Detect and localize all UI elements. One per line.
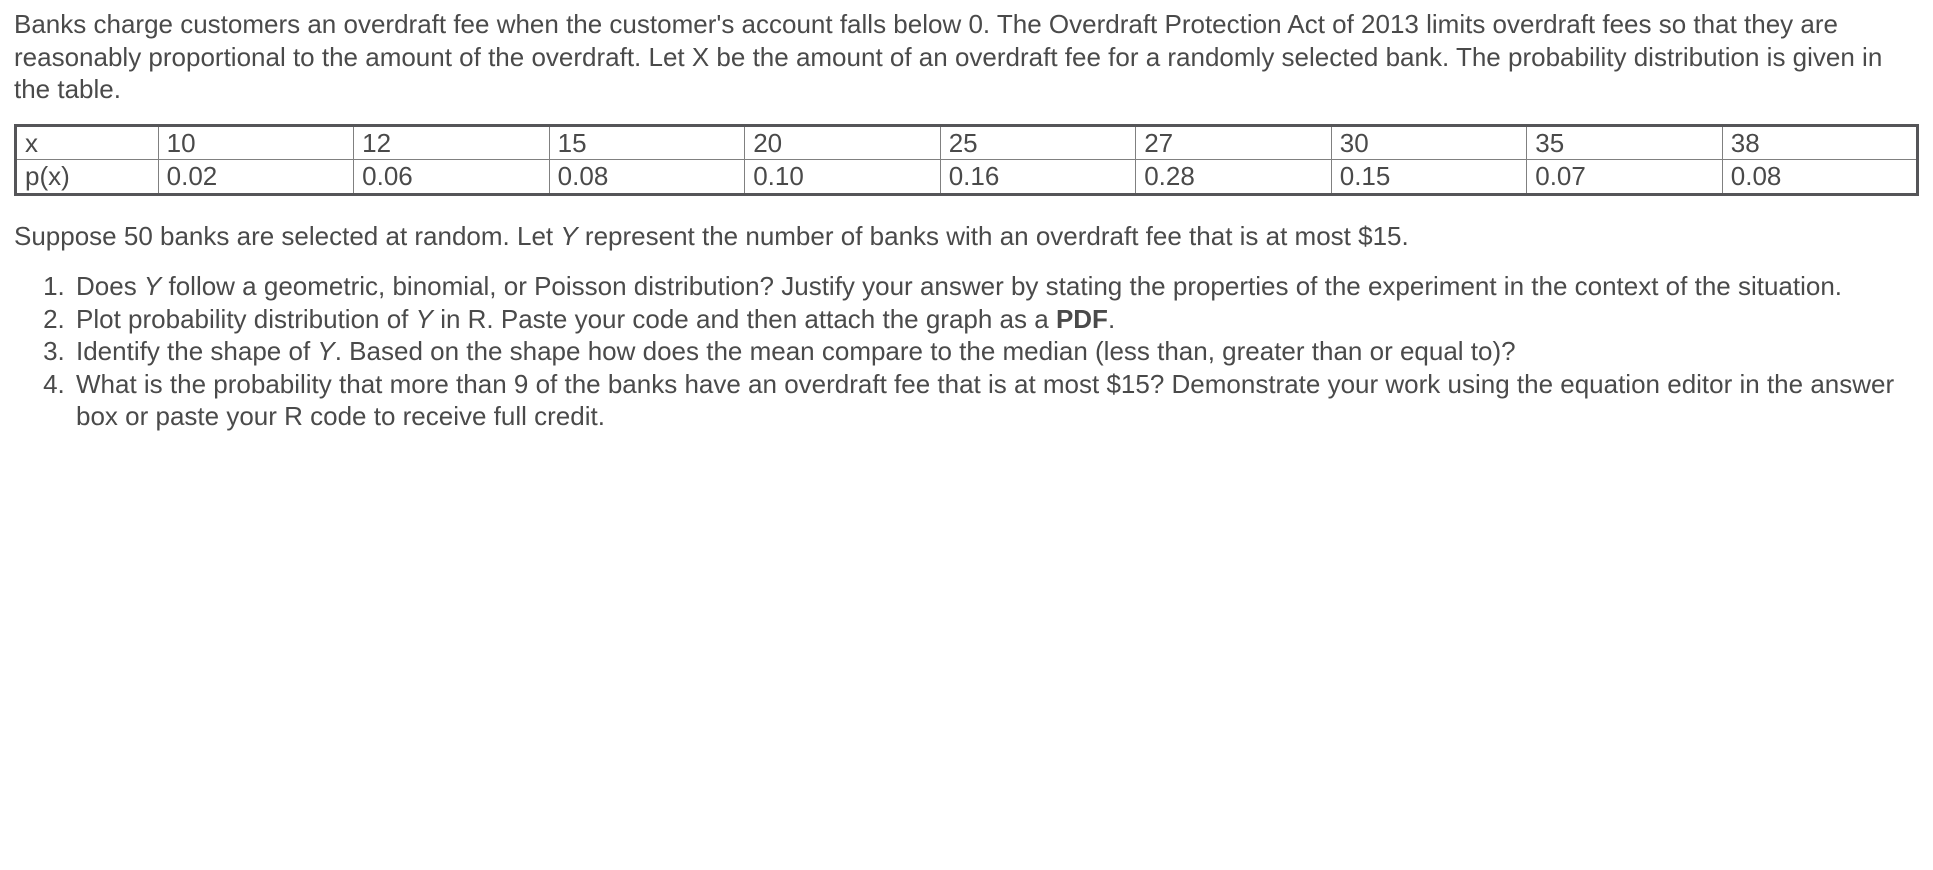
list-item: Does Y follow a geometric, binomial, or …	[72, 270, 1919, 303]
table-cell: 30	[1331, 125, 1527, 160]
row-header-p: p(x)	[16, 160, 159, 195]
q2-c: .	[1108, 304, 1115, 334]
table-cell: 0.08	[549, 160, 745, 195]
q3-b: . Based on the shape how does the mean c…	[335, 336, 1516, 366]
list-item: Identify the shape of Y. Based on the sh…	[72, 335, 1919, 368]
question-list: Does Y follow a geometric, binomial, or …	[36, 270, 1919, 433]
table-cell: 38	[1722, 125, 1917, 160]
q3-a: Identify the shape of	[76, 336, 317, 366]
table-cell: 10	[158, 125, 354, 160]
table-cell: 15	[549, 125, 745, 160]
q2-a: Plot probability distribution of	[76, 304, 416, 334]
table-cell: 25	[940, 125, 1136, 160]
table-cell: 0.15	[1331, 160, 1527, 195]
intro-paragraph: Banks charge customers an overdraft fee …	[14, 8, 1919, 106]
table-cell: 20	[745, 125, 941, 160]
table-cell: 12	[354, 125, 550, 160]
q1-b: follow a geometric, binomial, or Poisson…	[161, 271, 1842, 301]
table-cell: 27	[1136, 125, 1332, 160]
table-cell: 0.28	[1136, 160, 1332, 195]
table-cell: 35	[1527, 125, 1723, 160]
variable-y: Y	[317, 336, 334, 366]
q1-a: Does	[76, 271, 144, 301]
variable-y: Y	[560, 221, 577, 251]
list-item: Plot probability distribution of Y in R.…	[72, 303, 1919, 336]
table-cell: 0.02	[158, 160, 354, 195]
table-cell: 0.10	[745, 160, 941, 195]
table-cell: 0.06	[354, 160, 550, 195]
table-cell: 0.08	[1722, 160, 1917, 195]
setup-prefix: Suppose 50 banks are selected at random.…	[14, 221, 560, 251]
setup-suffix: represent the number of banks with an ov…	[578, 221, 1409, 251]
q4-a: What is the probability that more than 9…	[76, 369, 1894, 432]
setup-paragraph: Suppose 50 banks are selected at random.…	[14, 220, 1919, 253]
list-item: What is the probability that more than 9…	[72, 368, 1919, 433]
probability-distribution-table: x 10 12 15 20 25 27 30 35 38 p(x) 0.02 0…	[14, 124, 1919, 196]
pdf-label: PDF	[1056, 304, 1108, 334]
row-header-x: x	[16, 125, 159, 160]
table-row: p(x) 0.02 0.06 0.08 0.10 0.16 0.28 0.15 …	[16, 160, 1918, 195]
table-row: x 10 12 15 20 25 27 30 35 38	[16, 125, 1918, 160]
variable-y: Y	[144, 271, 161, 301]
table-cell: 0.07	[1527, 160, 1723, 195]
q2-b: in R. Paste your code and then attach th…	[433, 304, 1056, 334]
variable-y: Y	[416, 304, 433, 334]
table-cell: 0.16	[940, 160, 1136, 195]
